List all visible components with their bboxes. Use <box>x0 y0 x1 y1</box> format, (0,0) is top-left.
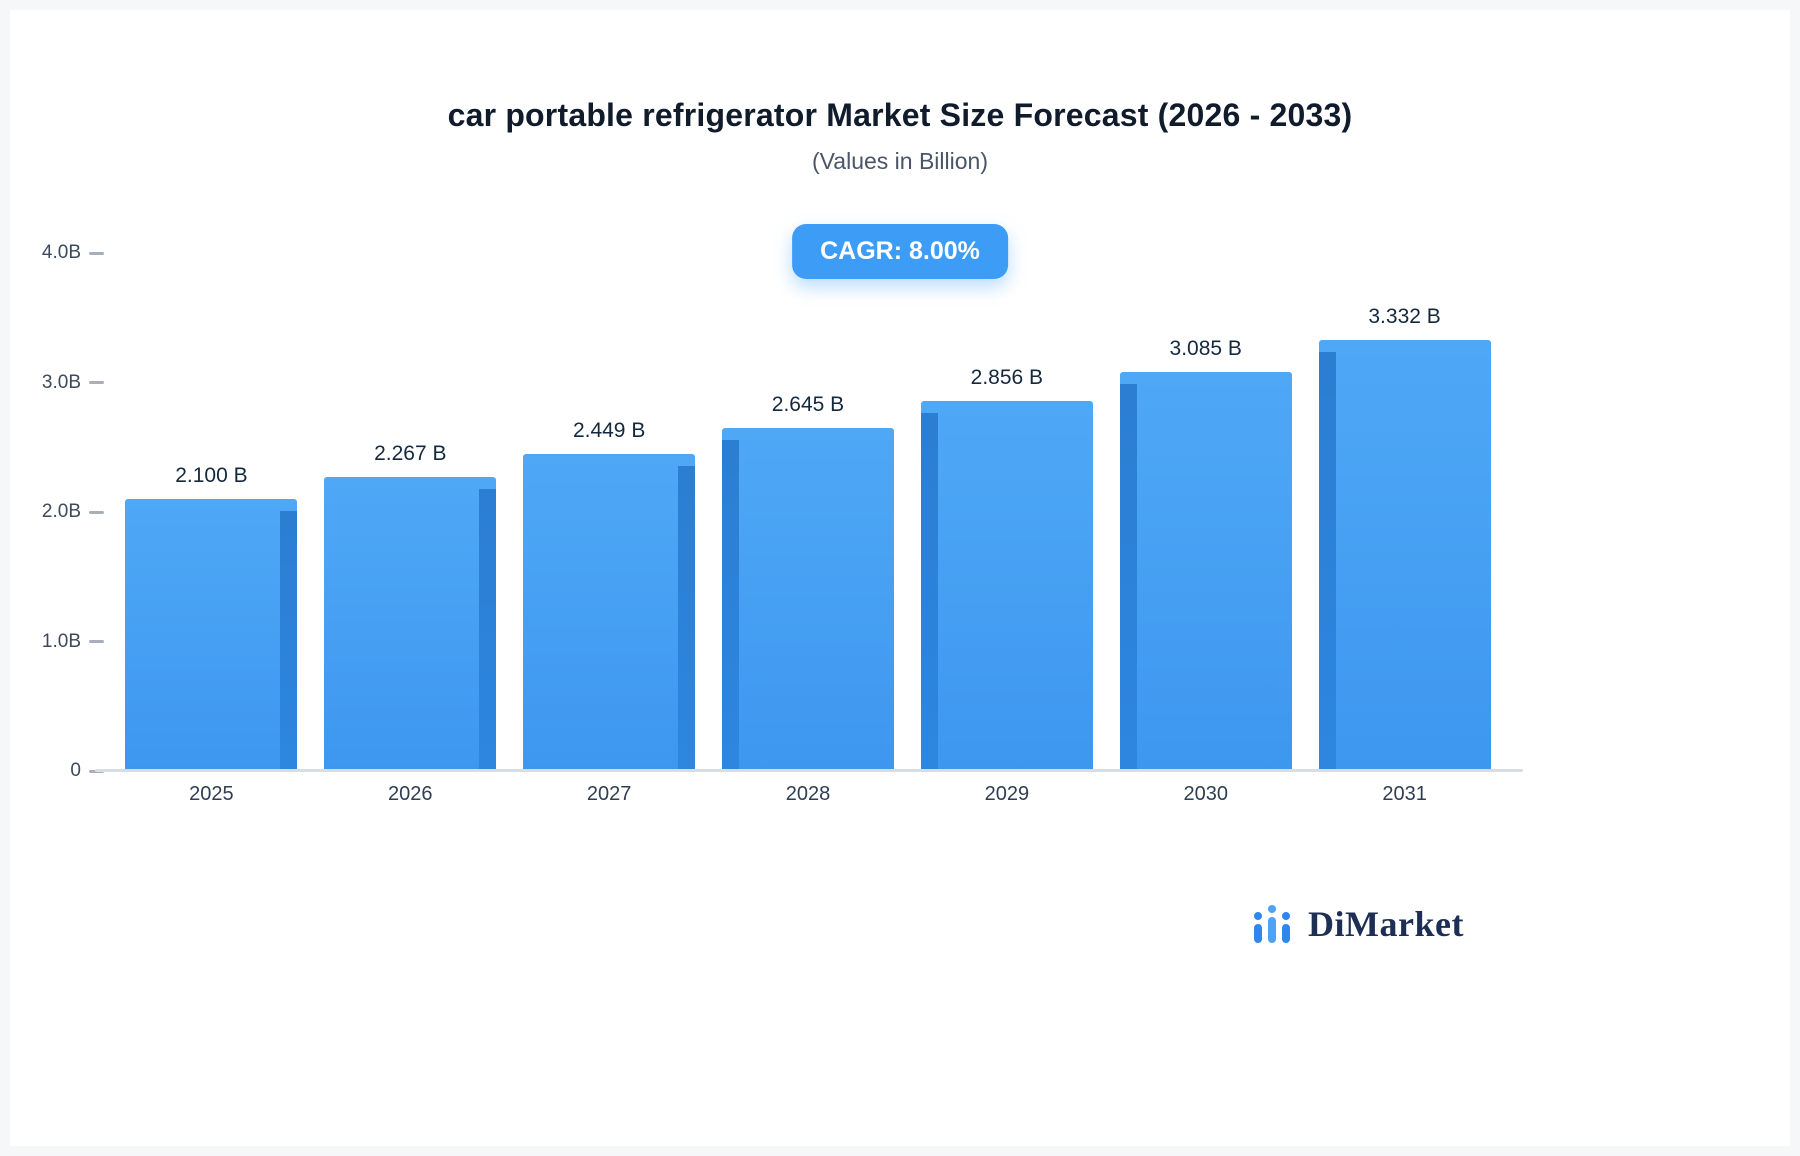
y-tick-label: 4.0B <box>41 242 81 263</box>
bar-value-label: 2.856 B <box>970 366 1044 390</box>
bar <box>523 453 696 771</box>
bar-3d-side <box>280 511 298 771</box>
bar-3d-side <box>479 489 497 771</box>
bar-group: 2.856 B <box>907 253 1106 771</box>
bar <box>324 477 497 771</box>
bar-value-label: 2.645 B <box>771 393 845 417</box>
bar <box>920 401 1093 771</box>
x-axis-baseline <box>95 769 1523 772</box>
bar-value-label: 2.267 B <box>374 442 447 466</box>
bar-3d-side <box>920 413 938 771</box>
y-tick-mark <box>89 510 104 514</box>
y-tick-label: 1.0B <box>41 630 81 652</box>
x-axis-label: 2029 <box>984 783 1030 805</box>
bar-value-label: 3.332 B <box>1368 304 1441 328</box>
x-axis-label: 2026 <box>388 783 433 805</box>
x-axis-label: 2027 <box>586 783 632 805</box>
y-tick-label: 0 <box>70 760 81 781</box>
bar <box>722 428 894 771</box>
bar-group: 3.085 B <box>1106 253 1305 771</box>
bar <box>1119 371 1292 771</box>
y-axis: 4.0B 3.0B 2.0B 1.0B 0 <box>0 242 104 781</box>
bar-3d-side <box>722 440 739 771</box>
bars-row: 2.100 B 2.267 B 2.449 B 2.645 B 2.856 B 3.085… <box>112 253 1504 771</box>
brand-name: DiMarket <box>1308 904 1464 944</box>
bar-value-label: 2.100 B <box>175 464 248 488</box>
bar-3d-side <box>1318 351 1336 771</box>
y-tick-label: 2.0B <box>41 501 81 522</box>
bar <box>125 499 298 771</box>
bar-value-label: 2.449 B <box>572 418 646 442</box>
x-axis-label: 2025 <box>189 783 234 805</box>
bar-3d-side <box>1119 383 1137 771</box>
y-tick-mark <box>89 251 104 255</box>
chart-title: car portable refrigerator Market Size Fo… <box>447 97 1353 133</box>
chart-subtitle: (Values in Billion) <box>812 148 988 174</box>
brand-logo: DiMarket <box>1252 903 1464 945</box>
y-tick-mark <box>89 640 104 643</box>
x-axis-label: 2031 <box>1382 783 1427 805</box>
bar-group: 2.100 B <box>112 253 311 771</box>
y-tick-mark <box>89 381 104 384</box>
bar <box>1318 339 1491 771</box>
x-axis-label: 2030 <box>1183 783 1228 805</box>
bar-group: 3.332 B <box>1305 253 1504 771</box>
bar-3d-side <box>678 465 696 771</box>
bar-value-label: 3.085 B <box>1169 336 1242 360</box>
x-axis-labels: 2025 2026 2027 2028 2029 2030 2031 <box>112 783 1504 806</box>
y-tick-label: 3.0B <box>41 371 81 393</box>
cagr-badge: CAGR: 8.00% <box>792 224 1008 279</box>
x-axis-label: 2028 <box>785 783 831 805</box>
bar-group: 2.645 B <box>709 253 908 771</box>
bar-group: 2.267 B <box>311 253 510 771</box>
bar-chart-dots-icon <box>1254 905 1291 943</box>
bar-group: 2.449 B <box>510 253 709 771</box>
